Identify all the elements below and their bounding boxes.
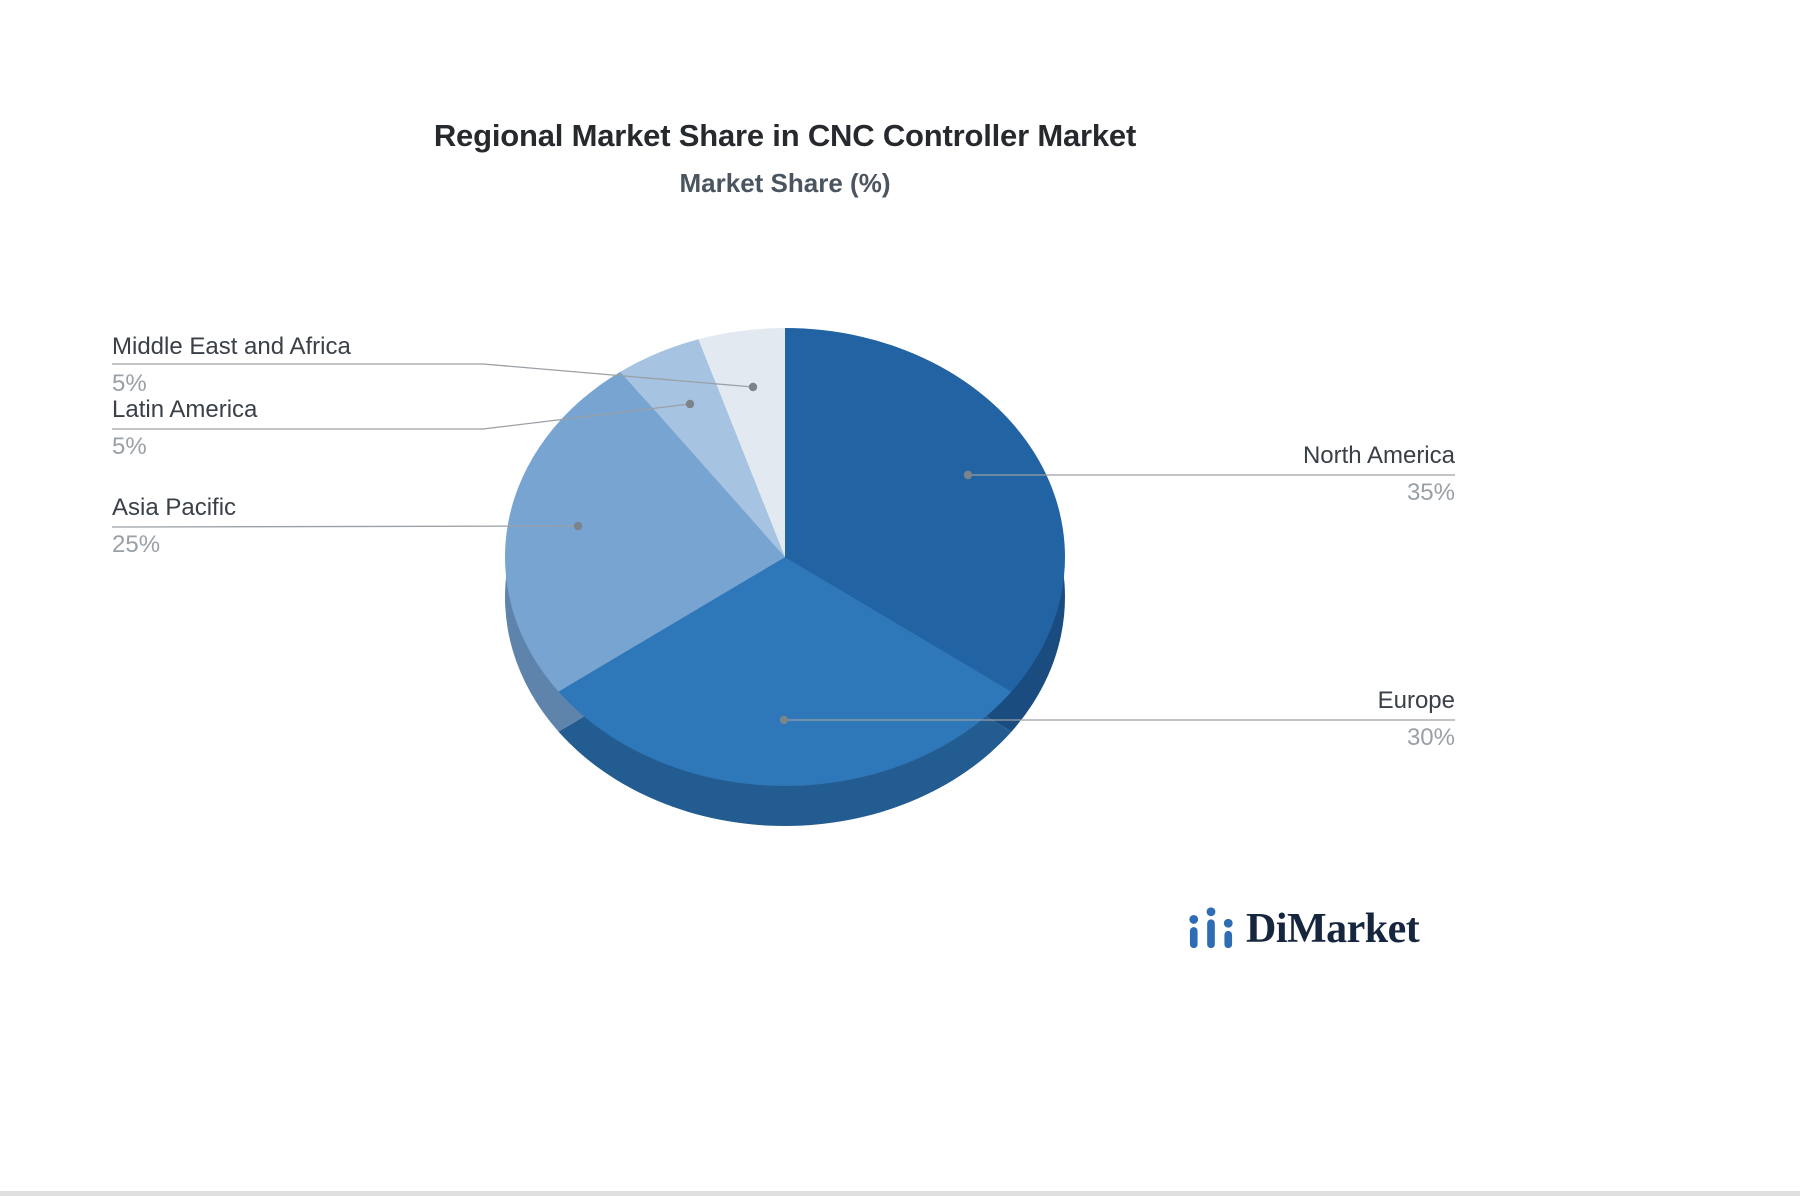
leader-dot-europe [779,715,789,725]
leader-line-asia-pacific [111,525,579,528]
callout-value: 35% [1406,479,1455,506]
pie-top-layer [505,328,1065,786]
leader-lines [111,363,1455,725]
callout-label: Latin America [112,396,258,423]
leader-dot-north-america [963,470,973,480]
chart-subtitle: Market Share (%) [679,168,891,198]
callout-asia-pacific: Asia Pacific 25% [112,494,236,559]
callout-label: Europe [1377,687,1455,714]
callout-value: 5% [112,433,147,460]
dimarket-logo-text: DiMarket [1246,906,1420,952]
callout-latin-america: Latin America 5% [112,396,257,461]
page-bottom-border [0,1191,1800,1196]
callout-label: Asia Pacific [112,494,237,521]
pie-slice-asia-pacific [505,371,785,692]
leader-line-latin-america [112,403,691,430]
leader-dot-middle-east-and-africa [748,382,758,392]
dimarket-logo: DiMarket [1188,905,1420,953]
leader-line-middle-east-and-africa [112,363,754,388]
pie-slice-middle-east-and-africa [698,328,785,557]
callout-north-america: North America 35% [1303,442,1455,507]
chart-header: Regional Market Share in CNC Controller … [0,118,1570,199]
chart-title: Regional Market Share in CNC Controller … [433,118,1137,153]
callout-middle-east-and-africa: Middle East and Africa 5% [112,333,351,398]
pie-slice-latin-america [620,339,785,557]
callout-europe: Europe 30% [1378,687,1455,752]
callout-value: 30% [1406,724,1455,751]
callout-value: 5% [112,370,147,397]
bar-chart-icon [1189,907,1233,949]
callout-label: North America [1302,442,1455,469]
callout-value: 25% [112,531,161,558]
pie-slice-north-america [785,328,1065,692]
leader-dot-asia-pacific [573,521,583,531]
pie-slice-europe [558,557,1012,786]
callout-label: Middle East and Africa [112,333,351,360]
leader-dot-latin-america [685,399,695,409]
